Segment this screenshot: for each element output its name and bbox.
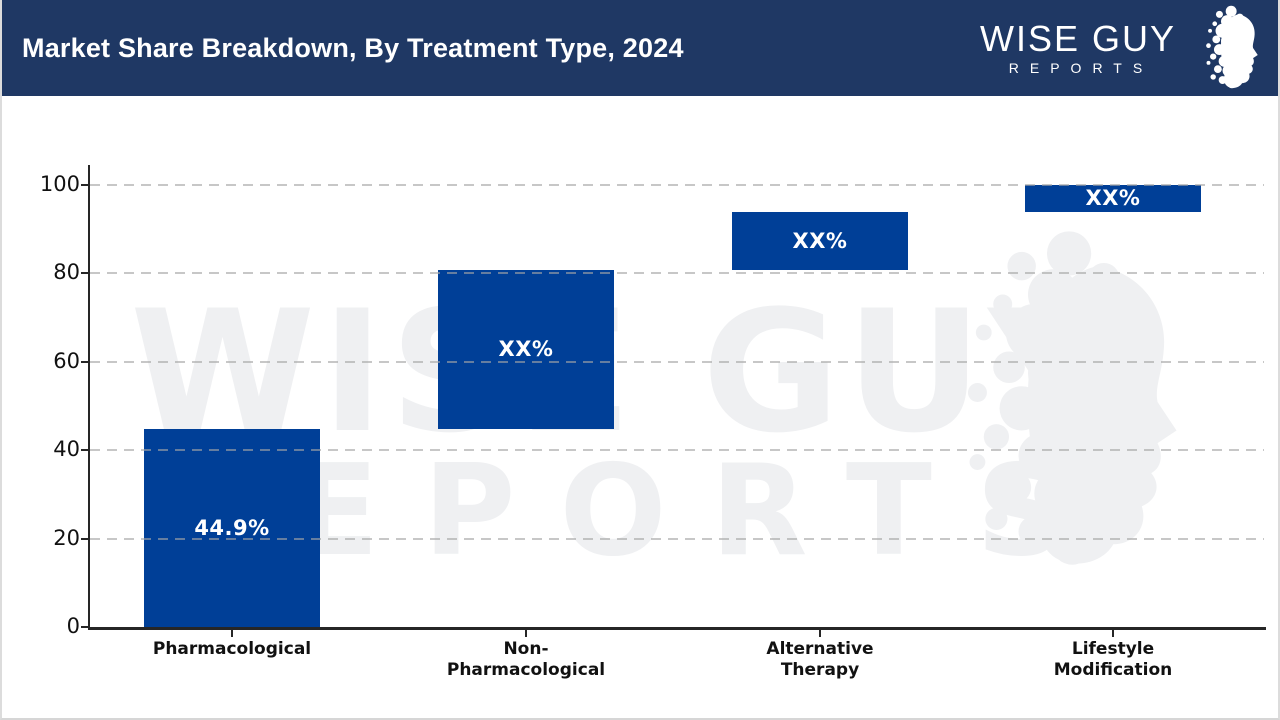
y-tick-label: 0 [66,614,80,638]
y-tick-mark [81,449,89,452]
x-tick-mark [525,630,527,637]
bar-segment: XX% [1025,185,1201,212]
x-category-label: Pharmacological [112,639,352,660]
watermark-brand-name: WISE GUY [130,274,1117,470]
bar-segment: XX% [732,211,908,271]
brand-subname: REPORTS [1008,60,1154,76]
gridline [90,537,1264,540]
bar-segment: 44.9% [144,428,320,627]
x-category-label-line: Lifestyle [1071,639,1155,659]
gridline [90,184,1264,186]
gridline [90,272,1264,275]
bar-value-label: XX% [792,229,848,254]
x-tick-mark [819,630,821,637]
y-axis-line [88,165,90,629]
dotted-face-icon [1178,5,1264,91]
bar-value-label: 44.9% [194,515,270,540]
x-axis-line [88,627,1266,630]
x-tick-mark [231,630,233,637]
y-tick-label: 80 [53,260,80,285]
y-tick-label: 40 [53,437,80,462]
y-tick-mark [81,360,89,363]
brand-name: WISE GUY [979,18,1176,59]
y-tick-mark [81,184,89,186]
x-category-label: Non- Pharmacological [406,639,646,681]
x-tick-mark [1112,630,1114,637]
bar-value-label: XX% [1085,186,1141,211]
header-bar: Market Share Breakdown, By Treatment Typ… [2,0,1278,96]
y-tick-label: 100 [39,172,80,196]
x-category-label: Lifestyle Modification [993,639,1233,681]
y-tick-label: 60 [53,348,80,373]
bar-segment: XX% [438,270,614,429]
x-category-label-line: Alternative [766,639,874,659]
brand-logo: WISE GUY REPORTS [980,5,1264,91]
x-category-label-line: Non- [503,639,549,659]
y-tick-mark [81,537,89,540]
gridline [90,449,1264,452]
x-category-label-line: Pharmacological [446,660,606,680]
y-tick-mark [81,272,89,275]
x-category-label-line: Therapy [780,660,860,680]
gridline [90,360,1264,363]
brand-logo-text: WISE GUY REPORTS [979,18,1176,76]
y-tick-mark [81,626,89,628]
x-category-label-line: Modification [1053,660,1173,680]
y-tick-label: 20 [53,525,80,550]
x-category-label: Alternative Therapy [700,639,940,681]
page-title: Market Share Breakdown, By Treatment Typ… [22,32,684,63]
x-category-label-line: Pharmacological [152,639,312,659]
bar-value-label: XX% [498,337,554,362]
